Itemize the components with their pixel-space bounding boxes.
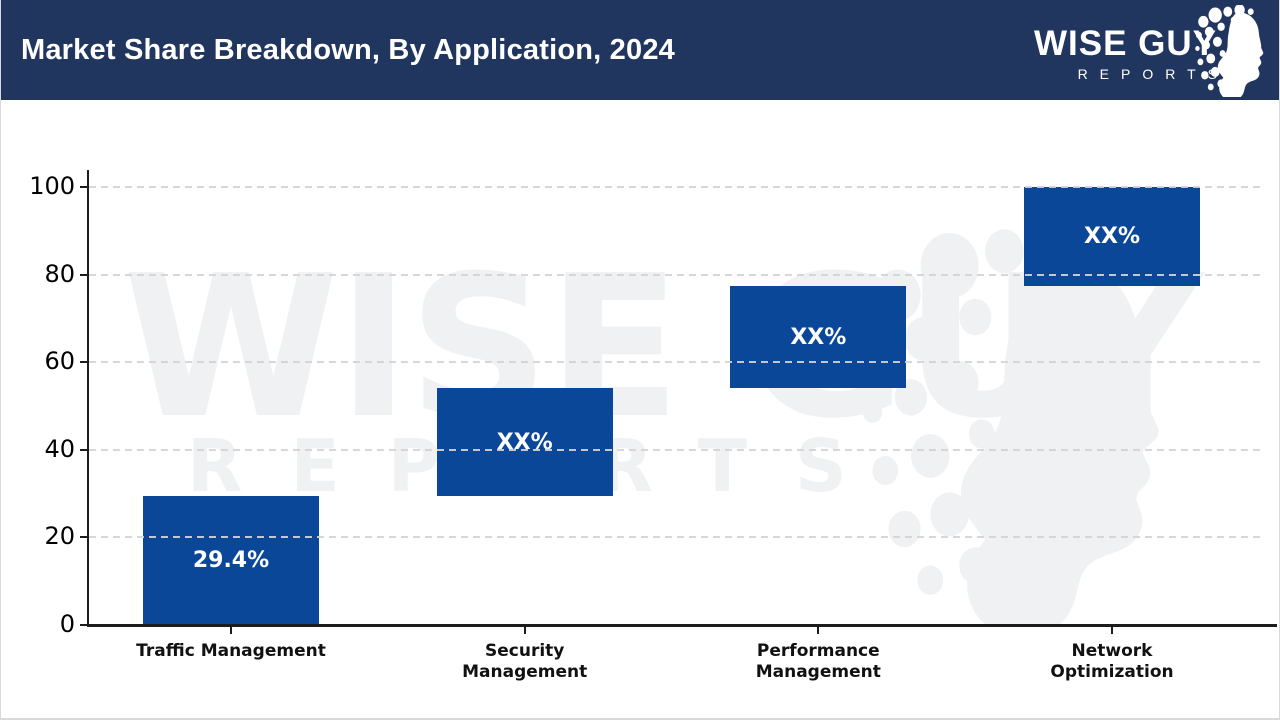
y-tick-label: 0 <box>59 610 75 638</box>
y-tick-label: 40 <box>44 434 75 463</box>
bar-value-label: XX% <box>1084 224 1140 250</box>
bar: XX% <box>436 388 613 497</box>
x-tick <box>817 627 820 634</box>
gridline <box>89 536 1263 539</box>
bar: XX% <box>1024 187 1200 287</box>
y-tick <box>80 361 89 364</box>
y-tick <box>80 186 89 188</box>
x-tick <box>230 627 232 634</box>
y-tick-label: 80 <box>44 259 75 288</box>
x-tick <box>1111 627 1113 634</box>
gridline <box>89 448 1263 451</box>
bar: XX% <box>730 286 907 389</box>
x-category-label: Traffic Management <box>136 641 326 661</box>
y-tick-label: 20 <box>44 522 75 551</box>
y-tick <box>80 273 89 276</box>
y-tick-label: 100 <box>29 172 75 200</box>
x-category-label: Performance Management <box>755 641 881 683</box>
x-category-label: Security Management <box>462 641 588 683</box>
y-tick <box>80 448 89 451</box>
brand-name-text: WISE GUY <box>1033 24 1217 63</box>
y-tick-label: 60 <box>44 347 75 376</box>
x-tick <box>523 627 526 634</box>
y-tick <box>80 536 89 539</box>
gridline <box>89 186 1263 188</box>
bar-value-label: XX% <box>496 429 553 455</box>
bar-value-label: 29.4% <box>192 548 270 574</box>
brand-logo: WISE GUY REPORTS <box>981 0 1279 100</box>
page-title: Market Share Breakdown, By Application, … <box>21 33 675 66</box>
brand-reports-text: REPORTS <box>1077 66 1229 82</box>
y-axis-line <box>87 170 89 627</box>
y-tick <box>80 624 89 626</box>
brand-head-icon <box>1195 5 1264 97</box>
header-bar: Market Share Breakdown, By Application, … <box>1 0 1279 100</box>
gridline <box>89 361 1263 364</box>
x-category-label: Network Optimization <box>1050 641 1174 683</box>
bar-value-label: XX% <box>790 324 847 350</box>
x-axis-line <box>87 624 1277 627</box>
gridline <box>89 273 1263 276</box>
bar: 29.4% <box>143 496 319 625</box>
